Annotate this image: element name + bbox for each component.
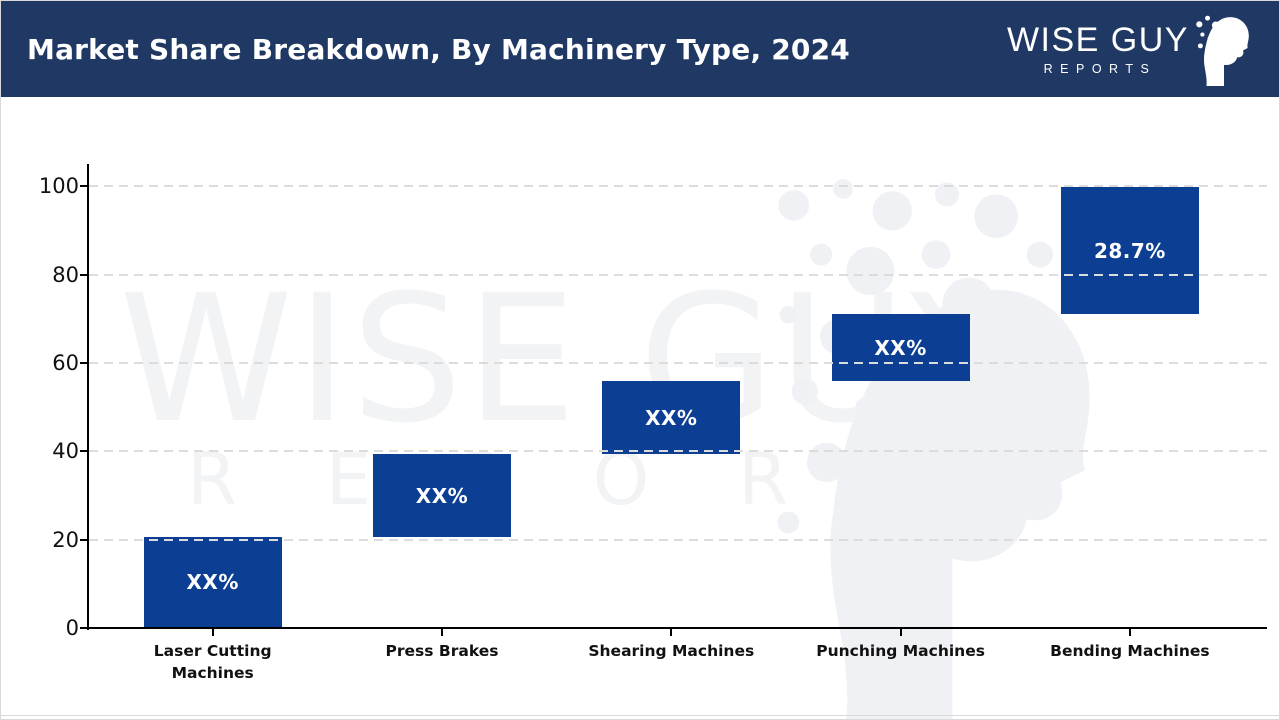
bottom-border-line [1,715,1279,716]
gridline [89,450,1267,453]
y-tick-mark [80,185,88,188]
x-tick-mark [211,629,214,636]
y-tick-mark [80,361,88,364]
y-axis-line [87,164,89,630]
x-tick-mark [1128,629,1131,636]
bar: 28.7% [1060,187,1199,314]
x-category-label: Punching Machines [816,642,985,660]
x-tick-mark [441,629,443,636]
gridline [89,361,1267,364]
y-tick-label: 40 [52,439,79,464]
gridline [89,538,1267,541]
header-bar: Market Share Breakdown, By Machinery Typ… [1,1,1279,97]
wiseguy-face-icon [1196,15,1249,86]
x-tick-mark [899,629,902,636]
y-tick-mark [80,627,88,629]
y-tick-label: 60 [52,350,79,375]
x-category-label: Bending Machines [1050,642,1210,660]
gridline [89,185,1267,188]
y-tick-label: 100 [38,174,79,199]
page-title: Market Share Breakdown, By Machinery Typ… [27,32,850,66]
wiseguy-logo: WISE GUY REPORTS [1007,12,1255,86]
watermark-face-icon [777,179,1090,719]
bar: XX% [831,313,970,382]
bar-value-label: XX% [645,405,698,430]
logo-wordmark: WISE GUY [1006,20,1189,59]
logo-tagline: REPORTS [1043,61,1157,76]
x-category-label: Laser Cutting Machines [153,642,272,682]
bar: XX% [143,537,282,628]
bar-value-label: XX% [186,570,239,595]
x-category-label: Press Brakes [385,642,499,660]
x-axis-line [87,627,1267,629]
gridline [89,273,1267,276]
bar: XX% [373,454,511,537]
x-tick-mark [670,629,673,636]
bar: XX% [602,381,741,455]
y-tick-label: 20 [52,527,79,552]
y-tick-mark [80,450,88,453]
bar-value-label: 28.7% [1093,238,1166,263]
y-tick-mark [80,538,88,541]
y-tick-mark [80,273,88,276]
bar-value-label: XX% [415,483,469,508]
bar-value-label: XX% [874,335,927,360]
y-tick-label: 80 [52,262,79,287]
y-tick-label: 0 [65,616,79,640]
x-category-label: Shearing Machines [588,642,755,660]
